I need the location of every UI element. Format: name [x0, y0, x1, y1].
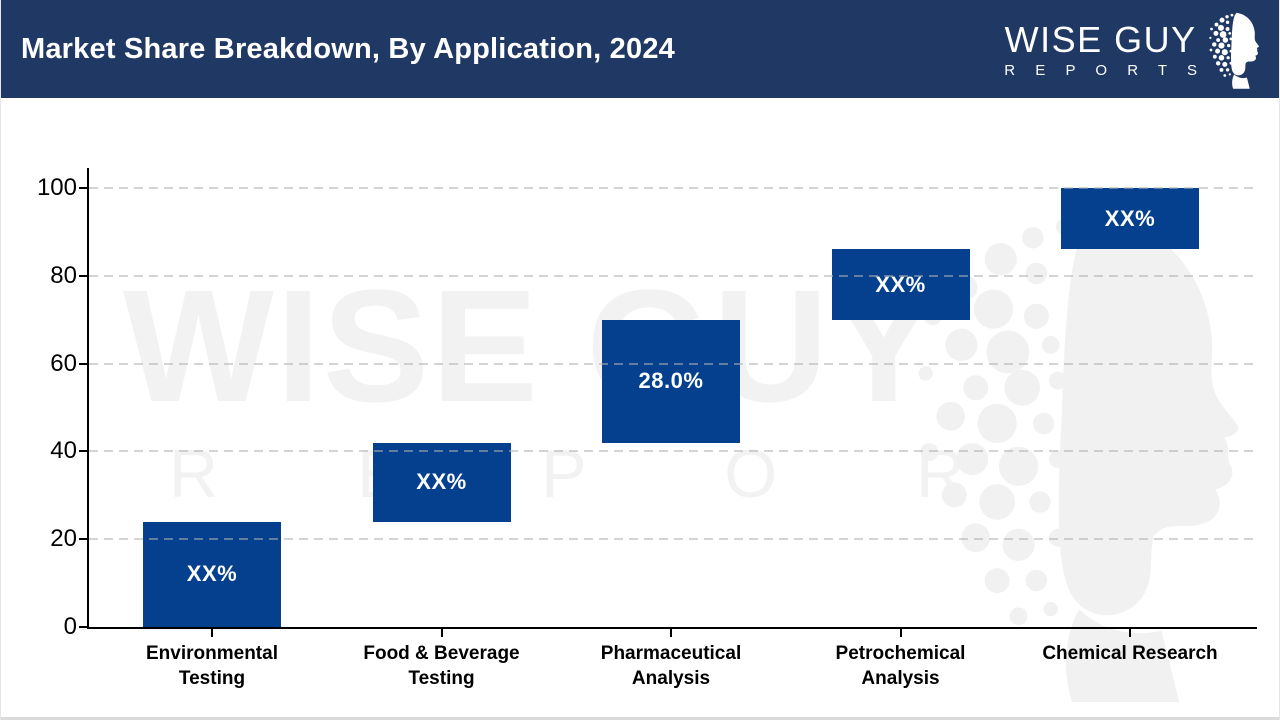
gridline — [89, 538, 1259, 541]
x-category-label: Environmental Testing — [92, 641, 332, 691]
y-tick-mark — [79, 362, 87, 365]
y-tick-label: 60 — [50, 349, 77, 377]
y-tick-mark — [79, 187, 87, 189]
gridline — [89, 450, 1259, 453]
y-tick-label: 20 — [50, 525, 77, 553]
bar-chemical-research: XX% — [1061, 188, 1199, 250]
x-category-line: Analysis — [631, 668, 711, 690]
x-tick-mark — [1129, 629, 1131, 637]
y-tick-label: 40 — [50, 437, 77, 465]
y-tick-label: 0 — [63, 613, 77, 640]
x-category-line: Food & Beverage — [363, 643, 520, 664]
x-category-label: Food & Beverage Testing — [322, 641, 562, 691]
brand-subtitle: R E P O R T S — [1004, 61, 1205, 79]
x-category-line: Testing — [178, 668, 246, 690]
x-category-label: Chemical Research — [1010, 641, 1250, 666]
x-tick-mark — [440, 629, 443, 637]
x-category-label: Pharmaceutical Analysis — [551, 641, 791, 691]
y-tick-mark — [79, 274, 87, 277]
brand-logo: WISE GUY R E P O R T S — [996, 6, 1263, 94]
y-axis-line — [87, 168, 89, 629]
gridline — [89, 187, 1259, 189]
gridline — [89, 362, 1259, 365]
x-category-label: Petrochemical Analysis — [781, 641, 1021, 691]
gridline — [89, 274, 1259, 277]
x-tick-mark — [211, 629, 213, 637]
x-category-line: Environmental — [146, 643, 278, 664]
header-bar: Market Share Breakdown, By Application, … — [1, 0, 1279, 98]
bar-value-label: XX% — [186, 561, 238, 587]
bar-food-beverage-testing: XX% — [372, 442, 511, 522]
x-category-line: Testing — [408, 668, 475, 690]
x-tick-mark — [899, 629, 902, 637]
brand-name: WISE GUY — [1004, 18, 1197, 60]
x-category-line: Pharmaceutical — [600, 643, 742, 664]
x-category-line: Chemical Research — [1042, 643, 1218, 664]
y-tick-mark — [79, 626, 87, 628]
y-tick-mark — [79, 450, 87, 453]
bar-value-label: 28.0% — [638, 368, 704, 394]
x-axis-line — [87, 627, 1257, 629]
y-tick-mark — [79, 538, 87, 541]
bar-value-label: XX% — [1104, 205, 1156, 231]
bar-petrochemical-analysis: XX% — [831, 249, 970, 320]
bar-value-label: XX% — [416, 469, 467, 495]
x-tick-mark — [670, 629, 672, 637]
y-tick-label: 100 — [36, 174, 77, 201]
bar-pharmaceutical-analysis: 28.0% — [602, 319, 740, 443]
brand-logo-text: WISE GUY R E P O R T S — [996, 18, 1205, 79]
bottom-edge-strip — [1, 717, 1279, 720]
x-category-line: Petrochemical — [835, 643, 966, 664]
x-category-line: Analysis — [861, 668, 940, 690]
y-tick-label: 80 — [50, 261, 77, 289]
chart-title: Market Share Breakdown, By Application, … — [21, 32, 675, 65]
